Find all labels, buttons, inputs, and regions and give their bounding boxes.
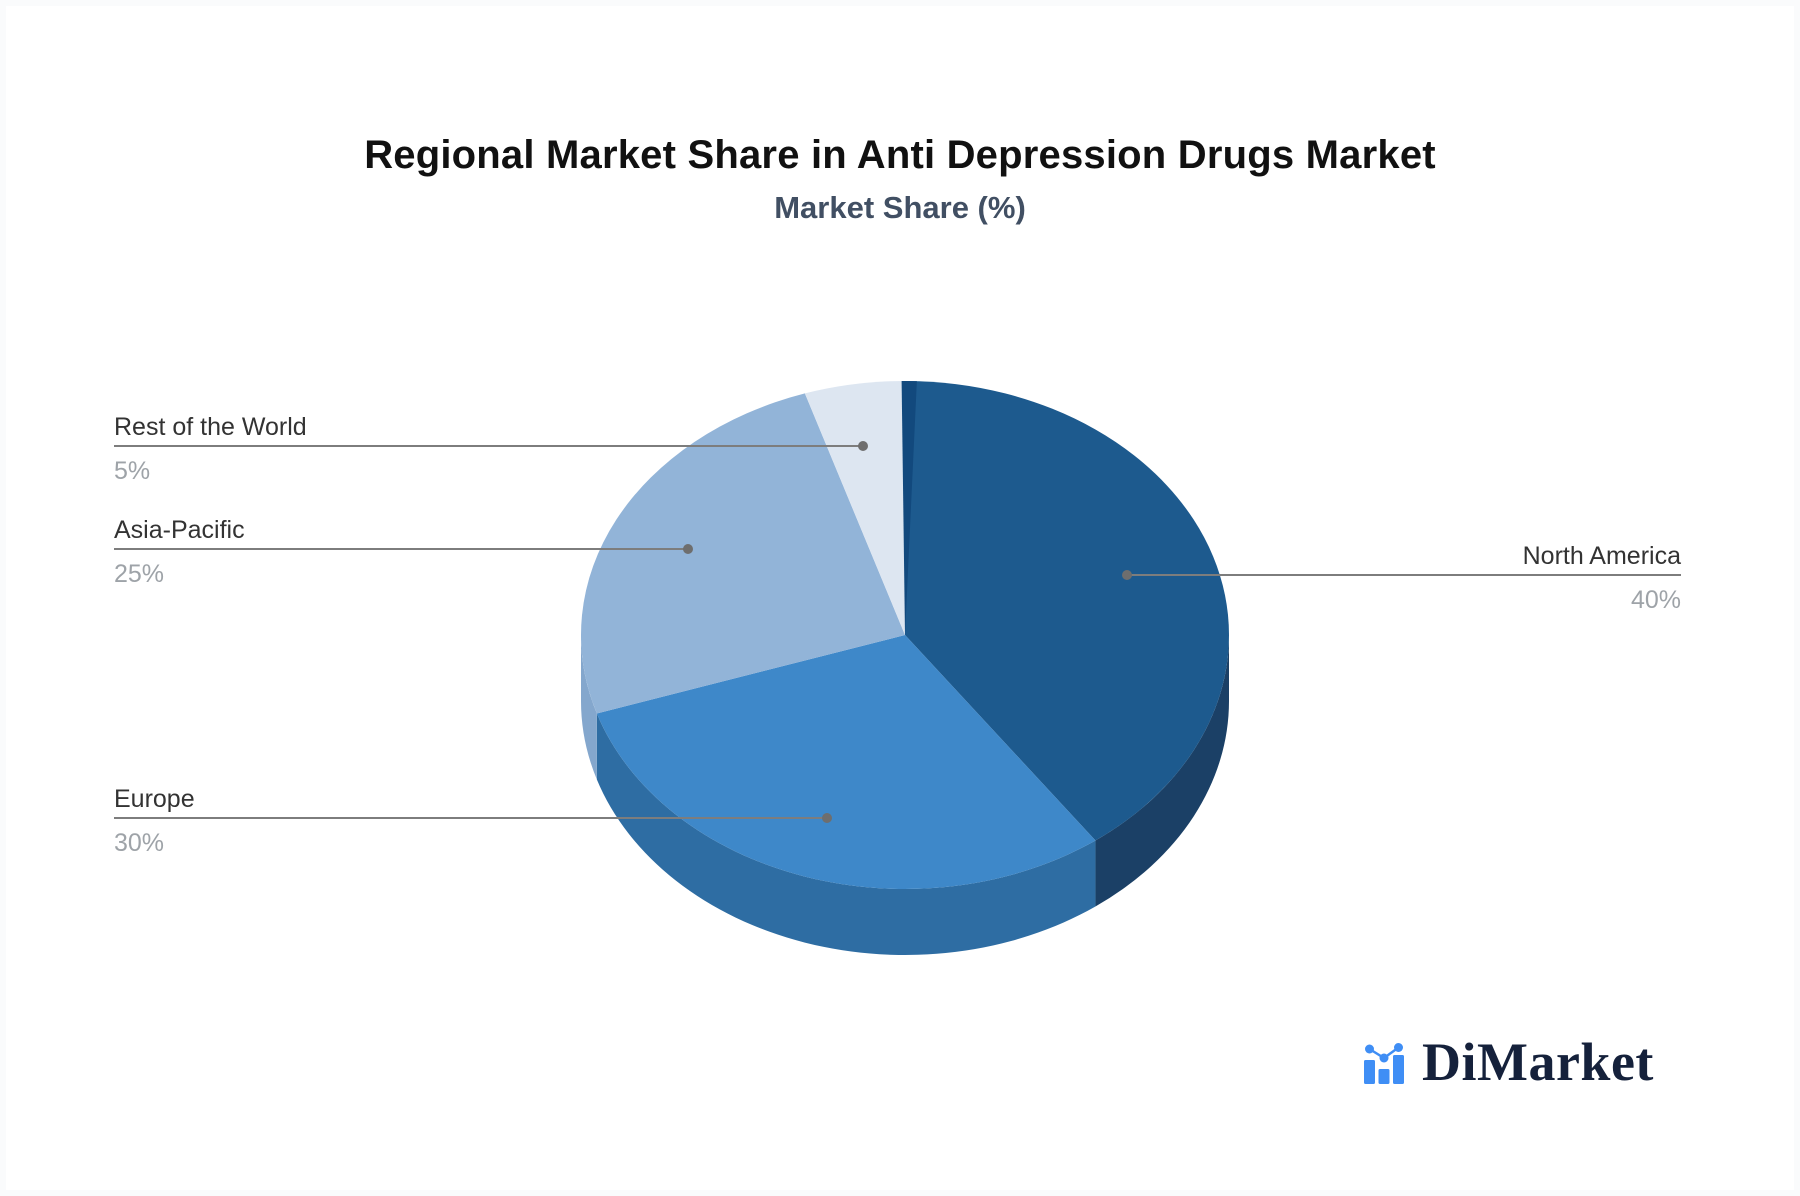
brand-name: DiMarket (1422, 1032, 1654, 1092)
pie-slice-side-europe (596, 713, 1096, 955)
callout-label: Europe (114, 785, 195, 813)
bar-chart-logo-icon (1364, 1043, 1404, 1084)
callout-label: Rest of the World (114, 413, 307, 441)
callout-label: North America (1522, 542, 1681, 570)
chart-subtitle: Market Share (%) (774, 190, 1026, 225)
pie-slice-rest-of-the-world[interactable] (804, 381, 905, 635)
leader-line (114, 813, 832, 823)
pie-slice-north-america[interactable] (905, 381, 1229, 841)
leader-line (114, 544, 693, 554)
callout-rest-of-the-world: Rest of the World 5% (114, 411, 868, 487)
leader-dot (683, 544, 693, 554)
callout-europe: Europe 30% (114, 783, 832, 859)
callout-asia-pacific: Asia-Pacific 25% (114, 514, 693, 590)
pie-slice-europe[interactable] (596, 635, 1096, 889)
callout-north-america: North America 40% (1122, 540, 1681, 616)
brand-logo: DiMarket (1358, 1032, 1654, 1092)
leader-line (114, 441, 868, 451)
leader-dot (822, 813, 832, 823)
chart-title: Regional Market Share in Anti Depression… (364, 133, 1436, 177)
pie-slice-side-asia-pacific (581, 635, 597, 780)
pie-edge-face (901, 381, 917, 635)
callout-value: 25% (114, 560, 165, 588)
leader-dot (858, 441, 868, 451)
leader-line (1122, 570, 1681, 580)
callout-value: 40% (1630, 586, 1681, 614)
callout-label: Asia-Pacific (114, 516, 245, 544)
callout-value: 30% (114, 829, 165, 857)
pie-slice-side-north-america (1095, 635, 1229, 907)
pie-slice-asia-pacific[interactable] (581, 393, 905, 714)
callout-value: 5% (114, 457, 151, 485)
leader-dot (1122, 570, 1132, 580)
